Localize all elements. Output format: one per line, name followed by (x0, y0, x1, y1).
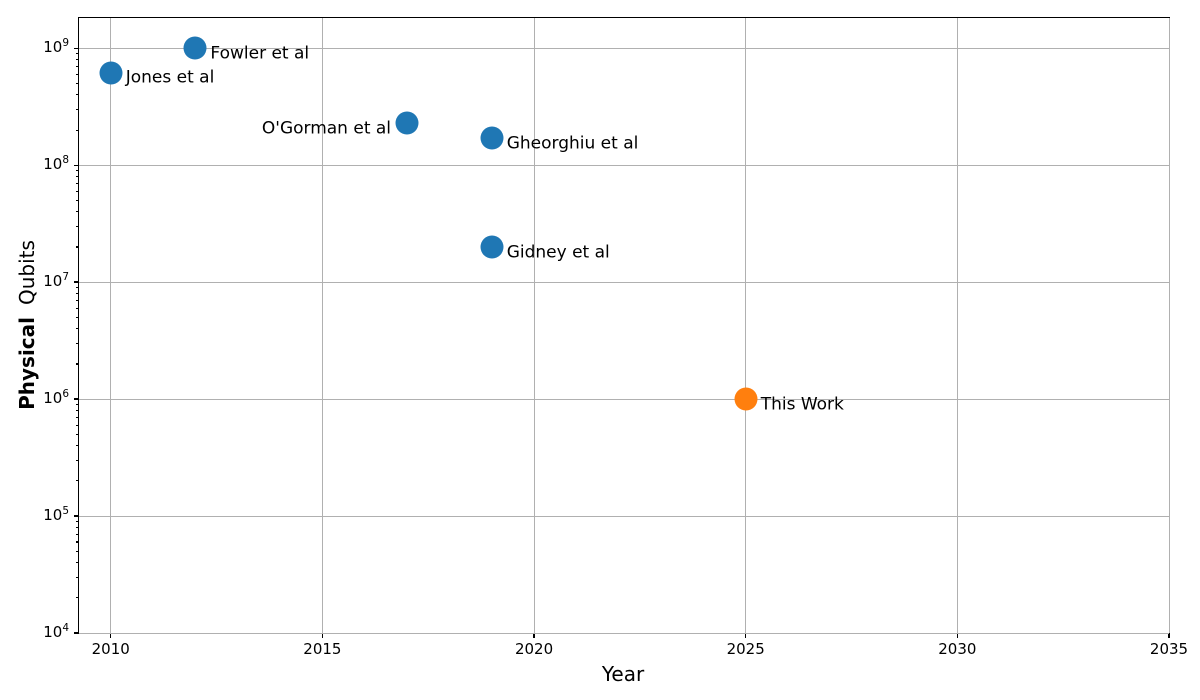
y-tick-mark-1e8 (74, 164, 79, 167)
x-tick-mark-2015 (321, 633, 324, 638)
y-minor-tick (76, 94, 79, 96)
y-gridline-1e4 (79, 632, 1169, 634)
point-label-jones-et-al: Jones et al (125, 67, 215, 88)
y-minor-tick (76, 342, 79, 344)
x-gridline-2025 (745, 18, 747, 633)
point-label-gidney-et-al: Gidney et al (506, 242, 610, 263)
y-minor-tick (76, 129, 79, 131)
y-minor-tick (76, 73, 79, 75)
data-point-gheorghiu-et-al (480, 126, 504, 150)
x-gridline-2015 (321, 18, 323, 633)
x-gridline-2035 (1168, 18, 1170, 633)
y-minor-tick (76, 562, 79, 564)
y-tick-mark-1e6 (74, 398, 79, 400)
y-minor-tick (76, 416, 79, 418)
y-minor-tick (76, 445, 79, 447)
y-minor-tick (76, 108, 79, 111)
y-minor-tick (76, 541, 79, 543)
y-minor-tick (76, 176, 79, 178)
x-tick-label-2030: 2030 (938, 640, 977, 658)
point-label-o-gorman-et-al: O'Gorman et al (261, 118, 392, 139)
y-tick-mark-1e4 (74, 632, 79, 634)
y-axis-label-normal: Qubits (15, 240, 39, 306)
point-label-this-work: This Work (760, 394, 844, 415)
y-tick-label-1e4: 104 (43, 622, 69, 642)
data-point-gidney-et-al (480, 235, 504, 259)
y-minor-tick (76, 65, 79, 68)
y-tick-mark-1e7 (74, 281, 79, 283)
x-gridline-2020 (533, 18, 535, 633)
y-minor-tick (76, 480, 79, 482)
y-minor-tick (76, 316, 79, 318)
y-minor-tick (76, 287, 79, 289)
y-minor-tick (76, 328, 79, 330)
y-minor-tick (76, 83, 79, 85)
y-minor-tick (76, 520, 79, 522)
y-minor-tick (76, 576, 79, 578)
x-gridline-2010 (110, 18, 112, 633)
y-gridline-1e6 (79, 398, 1169, 400)
x-tick-mark-2030 (956, 633, 959, 638)
y-tick-label-1e5: 105 (43, 505, 69, 525)
x-tick-label-2035: 2035 (1149, 640, 1189, 658)
data-point-jones-et-al (99, 61, 123, 85)
x-gridline-2030 (956, 18, 958, 633)
y-axis-label: Physical Qubits (15, 240, 39, 410)
point-label-gheorghiu-et-al: Gheorghiu et al (506, 133, 639, 154)
y-minor-tick (76, 170, 79, 172)
y-gridline-1e7 (79, 281, 1169, 283)
y-gridline-1e5 (79, 515, 1169, 517)
y-minor-tick (76, 424, 79, 426)
y-minor-tick (76, 363, 79, 365)
y-minor-tick (76, 409, 79, 412)
y-tick-mark-1e5 (74, 515, 79, 517)
y-minor-tick (76, 190, 79, 192)
x-tick-mark-2010 (109, 633, 112, 638)
x-tick-label-2020: 2020 (514, 640, 554, 658)
x-tick-label-2025: 2025 (726, 640, 765, 658)
y-gridline-1e9 (79, 47, 1169, 49)
y-minor-tick (76, 526, 79, 528)
y-minor-tick (76, 199, 79, 202)
y-minor-tick (76, 246, 79, 248)
x-axis-label: Year (601, 662, 645, 686)
y-minor-tick (76, 225, 79, 227)
y-minor-tick (76, 59, 79, 61)
y-minor-tick (76, 307, 79, 309)
y-minor-tick (76, 53, 79, 55)
y-minor-tick (76, 293, 79, 295)
y-minor-tick (76, 597, 79, 599)
x-tick-mark-2020 (533, 633, 535, 638)
y-tick-label-1e9: 109 (43, 37, 69, 57)
plot-area: 2010 2015 2020 2025 2030 2035 104 105 106 107 108 1… (43, 17, 1188, 657)
y-tick-label-1e8: 108 (43, 154, 69, 174)
x-tick-label-2010: 2010 (91, 640, 130, 658)
y-minor-tick (76, 211, 79, 213)
point-label-fowler-et-al: Fowler et al (210, 43, 310, 64)
y-gridline-1e8 (79, 164, 1169, 166)
data-point-this-work (734, 387, 758, 411)
y-minor-tick (76, 403, 79, 406)
y-axis-label-bold: Physical (15, 316, 39, 410)
y-minor-tick (76, 550, 79, 552)
x-tick-label-2015: 2015 (303, 640, 342, 658)
y-minor-tick (76, 459, 79, 461)
y-minor-tick (76, 299, 79, 301)
y-minor-tick (76, 433, 79, 435)
y-tick-mark-1e9 (74, 47, 79, 50)
y-minor-tick (76, 533, 79, 535)
data-point-fowler-et-al (183, 36, 207, 60)
data-point-o-gorman-et-al (395, 111, 419, 135)
y-tick-label-1e7: 107 (43, 271, 69, 291)
x-tick-mark-2025 (744, 633, 747, 638)
y-tick-label-1e6: 106 (43, 388, 69, 408)
y-minor-tick (76, 182, 79, 184)
x-tick-mark-2035 (1168, 633, 1170, 638)
